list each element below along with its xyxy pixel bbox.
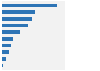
Bar bbox=[2, 17, 32, 21]
Bar bbox=[2, 10, 35, 14]
Bar bbox=[2, 4, 57, 7]
Bar bbox=[2, 57, 6, 61]
Bar bbox=[2, 37, 13, 41]
Bar bbox=[2, 64, 3, 67]
Bar bbox=[2, 30, 20, 34]
Bar bbox=[2, 24, 28, 27]
Bar bbox=[2, 50, 9, 54]
Bar bbox=[2, 44, 11, 47]
